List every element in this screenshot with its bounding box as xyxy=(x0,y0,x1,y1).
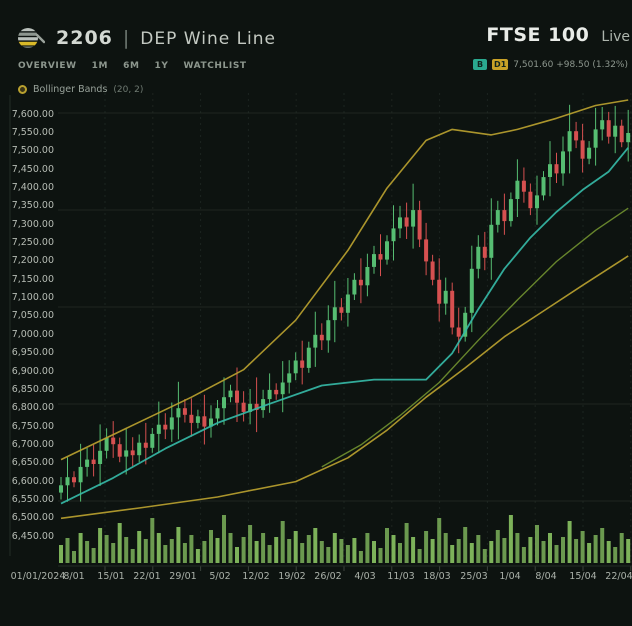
price-tick-label: 7,150.00 xyxy=(11,274,54,285)
price-tick-label: 7,600.00 xyxy=(11,109,54,120)
toolbar-item-watchlist[interactable]: Watchlist xyxy=(183,61,247,71)
time-tick-label: 5/02 xyxy=(209,571,231,582)
time-tick-label: 25/03 xyxy=(460,571,488,582)
toolbar-item-1y[interactable]: 1Y xyxy=(154,61,169,71)
price-tick-label: 6,500.00 xyxy=(11,512,54,523)
time-tick-label: 1/04 xyxy=(499,571,521,582)
price-tick-label: 7,300.00 xyxy=(11,219,54,230)
time-tick-label: 19/02 xyxy=(278,571,306,582)
time-tick-label: 29/01 xyxy=(169,571,197,582)
brand-title: 2206 | DEP Wine Line xyxy=(56,27,276,49)
price-tick-label: 6,450.00 xyxy=(11,531,54,542)
toolbar-item-6m[interactable]: 6M xyxy=(123,61,140,71)
indicator-params: (20, 2) xyxy=(113,84,144,95)
price-tick-label: 6,650.00 xyxy=(11,457,54,468)
indicator-legend[interactable]: Bollinger Bands (20, 2) xyxy=(18,84,143,95)
instrument-live-label: Live xyxy=(601,29,630,45)
time-tick-label: 15/04 xyxy=(569,571,597,582)
time-tick-label: 18/03 xyxy=(423,571,451,582)
time-tick-label: 01/01/2024 xyxy=(10,571,66,582)
price-tick-label: 6,600.00 xyxy=(11,476,54,487)
price-tick-label: 7,000.00 xyxy=(11,329,54,340)
price-tick-label: 7,100.00 xyxy=(11,292,54,303)
price-tick-label: 7,450.00 xyxy=(11,164,54,175)
price-tick-label: 7,550.00 xyxy=(11,127,54,138)
buy-badge[interactable]: B xyxy=(473,59,488,70)
time-tick-label: 15/01 xyxy=(97,571,125,582)
quote-stats-text: 7,501.60 +98.50 (1.32%) xyxy=(513,59,628,70)
price-tick-label: 6,700.00 xyxy=(11,439,54,450)
price-tick-label: 7,400.00 xyxy=(11,182,54,193)
price-tick-label: 6,850.00 xyxy=(11,384,54,395)
price-tick-label: 6,750.00 xyxy=(11,421,54,432)
price-tick-label: 7,500.00 xyxy=(11,145,54,156)
price-tick-label: 7,200.00 xyxy=(11,255,54,266)
time-tick-label: 22/04 xyxy=(605,571,632,582)
indicator-name: Bollinger Bands xyxy=(33,84,108,95)
time-tick-label: 11/03 xyxy=(387,571,415,582)
quote-stats: B D1 7,501.60 +98.50 (1.32%) xyxy=(473,59,628,70)
time-tick-label: 26/02 xyxy=(314,571,342,582)
price-tick-label: 6,550.00 xyxy=(11,494,54,505)
brand-number: 2206 xyxy=(56,27,113,49)
toolbar-item-overview[interactable]: Overview xyxy=(18,61,77,71)
time-tick-label: 22/01 xyxy=(133,571,161,582)
time-tick-label: 8/01 xyxy=(63,571,85,582)
brand-logo-icon xyxy=(18,28,45,48)
header: 2206 | DEP Wine Line FTSE 100 Live xyxy=(0,0,632,58)
interval-badge[interactable]: D1 xyxy=(492,59,509,70)
title-separator: | xyxy=(122,27,131,49)
price-tick-label: 6,800.00 xyxy=(11,402,54,413)
toolbar-item-1m[interactable]: 1M xyxy=(91,61,109,71)
instrument-title: FTSE 100 Live xyxy=(486,24,630,46)
price-tick-label: 6,900.00 xyxy=(11,366,54,377)
instrument-name: FTSE 100 xyxy=(486,24,590,46)
page-subtitle: DEP Wine Line xyxy=(140,29,277,49)
indicator-color-icon xyxy=(18,85,27,94)
time-tick-label: 8/04 xyxy=(535,571,557,582)
time-tick-label: 4/03 xyxy=(354,571,376,582)
toolbar: Overview 1M 6M 1Y Watchlist xyxy=(18,61,247,71)
price-tick-label: 7,050.00 xyxy=(11,310,54,321)
price-tick-label: 7,350.00 xyxy=(11,200,54,211)
time-tick-label: 12/02 xyxy=(242,571,270,582)
price-tick-label: 6,950.00 xyxy=(11,347,54,358)
price-tick-label: 7,250.00 xyxy=(11,237,54,248)
